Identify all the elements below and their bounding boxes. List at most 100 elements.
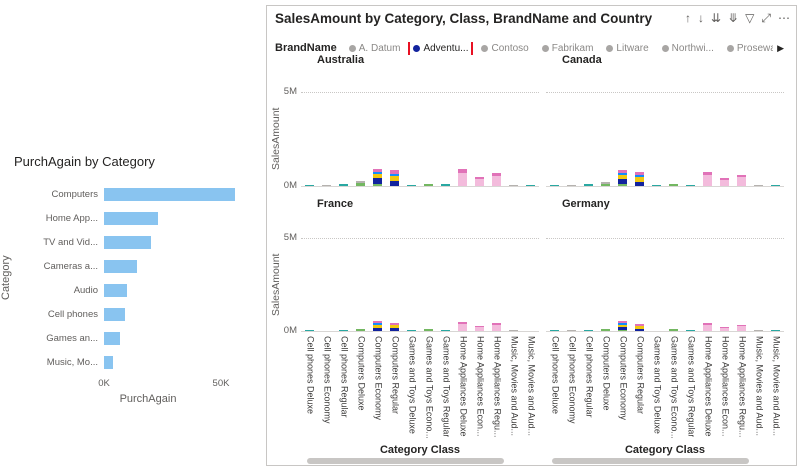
legend-item[interactable]: Adventu... xyxy=(408,41,474,55)
stacked-bar[interactable] xyxy=(686,185,695,186)
bar-segment xyxy=(373,184,382,186)
focus-mode-icon[interactable]: ⤢ xyxy=(761,11,771,25)
stacked-bar[interactable] xyxy=(390,323,399,331)
legend-item[interactable]: Litware xyxy=(604,42,650,55)
bar-segment xyxy=(703,323,712,325)
stacked-bar[interactable] xyxy=(356,181,365,186)
stacked-bar[interactable] xyxy=(669,184,678,186)
stacked-bar[interactable] xyxy=(669,329,678,331)
legend-item-label: Fabrikam xyxy=(551,42,594,54)
legend-item[interactable]: Proseware xyxy=(725,42,773,55)
bar-row: TV and Vid... xyxy=(14,230,258,254)
bar-segment xyxy=(390,323,399,325)
stacked-bar[interactable] xyxy=(703,323,712,331)
bar-segment xyxy=(635,172,644,175)
legend-item[interactable]: Fabrikam xyxy=(540,42,596,55)
stacked-bar[interactable] xyxy=(754,330,763,331)
stacked-bar[interactable] xyxy=(441,330,450,331)
stacked-bar[interactable] xyxy=(618,170,627,186)
purchagain-bar[interactable] xyxy=(104,187,235,201)
stacked-bar[interactable] xyxy=(754,185,763,186)
salesamount-visual[interactable]: SalesAmount by Category, Class, BrandNam… xyxy=(266,5,797,466)
bar-row: Games an... xyxy=(14,326,258,350)
legend-dot xyxy=(541,44,549,52)
stacked-bar[interactable] xyxy=(526,185,535,186)
stacked-bar[interactable] xyxy=(424,184,433,186)
stacked-bar[interactable] xyxy=(720,327,729,331)
stacked-bar[interactable] xyxy=(407,185,416,186)
stacked-bar[interactable] xyxy=(703,172,712,186)
purchagain-bar[interactable] xyxy=(104,259,137,273)
stacked-bar[interactable] xyxy=(407,330,416,331)
more-options-icon[interactable]: ⋯ xyxy=(778,11,790,25)
legend-item[interactable]: Northwi... xyxy=(660,42,716,55)
stacked-bar[interactable] xyxy=(339,330,348,331)
drill-down-icon[interactable]: ↓ xyxy=(698,11,705,25)
stacked-bar[interactable] xyxy=(492,323,501,331)
stacked-bar[interactable] xyxy=(686,330,695,331)
stacked-bar[interactable] xyxy=(635,172,644,186)
stacked-bar[interactable] xyxy=(618,321,627,331)
x-category-label: Computers Deluxe xyxy=(356,336,367,411)
stacked-bar[interactable] xyxy=(567,185,576,186)
purchagain-bar[interactable] xyxy=(104,355,113,369)
legend-item[interactable]: Contoso xyxy=(479,42,530,55)
stacked-bar[interactable] xyxy=(475,326,484,331)
stacked-bar[interactable] xyxy=(475,177,484,186)
stacked-bar[interactable] xyxy=(458,169,467,186)
x-category-label: Cell phones Deluxe xyxy=(550,336,561,415)
stacked-bar[interactable] xyxy=(492,173,501,186)
stacked-bar[interactable] xyxy=(550,330,559,331)
axis-line-0m xyxy=(301,331,539,332)
stacked-bar[interactable] xyxy=(550,185,559,186)
stacked-bar[interactable] xyxy=(390,170,399,186)
purchagain-visual[interactable]: PurchAgain by Category Category Computer… xyxy=(0,150,264,420)
stacked-bar[interactable] xyxy=(737,175,746,186)
bar-segment xyxy=(754,330,763,331)
filter-icon[interactable]: ▽ xyxy=(745,11,755,25)
legend-item[interactable]: A. Datum xyxy=(347,42,403,55)
stacked-bar[interactable] xyxy=(509,330,518,331)
bar-segment xyxy=(584,330,593,331)
legend-scroll-right-icon[interactable]: ▶ xyxy=(777,42,784,53)
purchagain-bar[interactable] xyxy=(104,211,158,225)
stacked-bar[interactable] xyxy=(305,185,314,186)
stacked-bar[interactable] xyxy=(339,184,348,186)
drill-up-icon[interactable]: ↑ xyxy=(685,11,692,25)
stacked-bar[interactable] xyxy=(356,329,365,331)
stacked-bar[interactable] xyxy=(771,185,780,186)
stacked-bar[interactable] xyxy=(737,325,746,331)
drill-next-level-icon[interactable]: ⇊ xyxy=(711,11,722,25)
stacked-bar[interactable] xyxy=(509,185,518,186)
purchagain-bar[interactable] xyxy=(104,307,125,321)
purchagain-bar[interactable] xyxy=(104,283,127,297)
x-scrollbar[interactable] xyxy=(307,458,504,464)
stacked-bar[interactable] xyxy=(601,329,610,331)
x-category-label: Games and Toys Regular xyxy=(686,336,697,438)
stacked-bar[interactable] xyxy=(424,329,433,331)
stacked-bar[interactable] xyxy=(441,184,450,186)
bar-segment xyxy=(686,330,695,331)
stacked-bar[interactable] xyxy=(720,178,729,186)
stacked-bar[interactable] xyxy=(305,330,314,331)
bar-area xyxy=(104,259,258,273)
stacked-bar[interactable] xyxy=(584,184,593,186)
stacked-bar[interactable] xyxy=(652,185,661,186)
purchagain-bar[interactable] xyxy=(104,235,151,249)
stacked-bar[interactable] xyxy=(635,324,644,331)
stacked-bar[interactable] xyxy=(322,185,331,186)
expand-all-icon[interactable]: ⤋ xyxy=(728,11,739,25)
x-scrollbar[interactable] xyxy=(552,458,749,464)
bar-segment xyxy=(373,321,382,323)
stacked-bar[interactable] xyxy=(373,321,382,331)
stacked-bar[interactable] xyxy=(584,330,593,331)
stacked-bar[interactable] xyxy=(373,169,382,186)
stacked-bar[interactable] xyxy=(771,330,780,331)
purchagain-bar[interactable] xyxy=(104,331,120,345)
x-category-label: Computers Regular xyxy=(635,336,646,415)
stacked-bar[interactable] xyxy=(567,330,576,331)
stacked-bar[interactable] xyxy=(458,322,467,331)
y-axis-title: SalesAmount xyxy=(270,253,282,316)
bar-segment xyxy=(737,326,746,331)
stacked-bar[interactable] xyxy=(601,182,610,186)
